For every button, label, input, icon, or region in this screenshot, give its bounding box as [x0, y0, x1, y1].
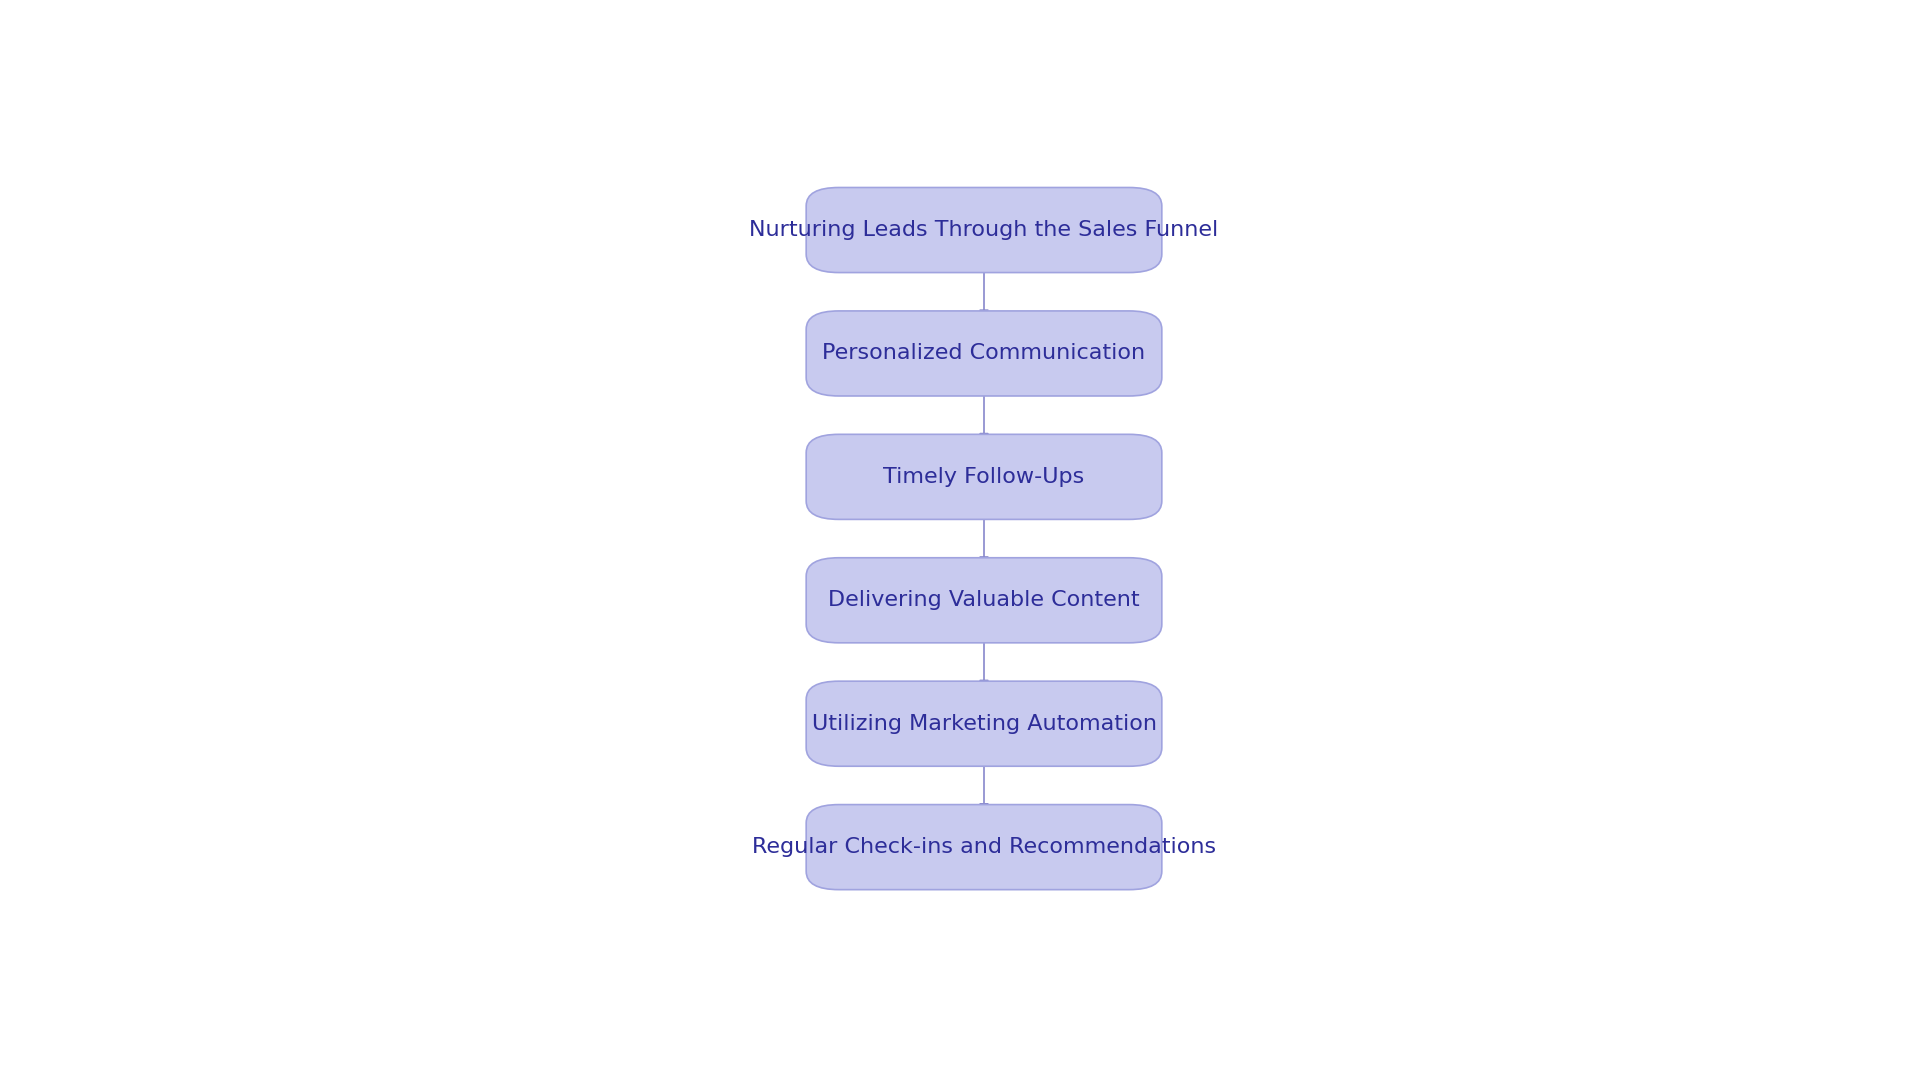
Text: Delivering Valuable Content: Delivering Valuable Content	[828, 590, 1140, 611]
FancyBboxPatch shape	[806, 311, 1162, 396]
Text: Personalized Communication: Personalized Communication	[822, 343, 1146, 364]
FancyBboxPatch shape	[806, 187, 1162, 273]
FancyBboxPatch shape	[806, 681, 1162, 767]
FancyBboxPatch shape	[806, 805, 1162, 889]
Text: Utilizing Marketing Automation: Utilizing Marketing Automation	[812, 714, 1156, 733]
FancyBboxPatch shape	[806, 558, 1162, 643]
FancyBboxPatch shape	[806, 434, 1162, 520]
Text: Regular Check-ins and Recommendations: Regular Check-ins and Recommendations	[753, 837, 1215, 857]
Text: Nurturing Leads Through the Sales Funnel: Nurturing Leads Through the Sales Funnel	[749, 220, 1219, 240]
Text: Timely Follow-Ups: Timely Follow-Ups	[883, 467, 1085, 487]
